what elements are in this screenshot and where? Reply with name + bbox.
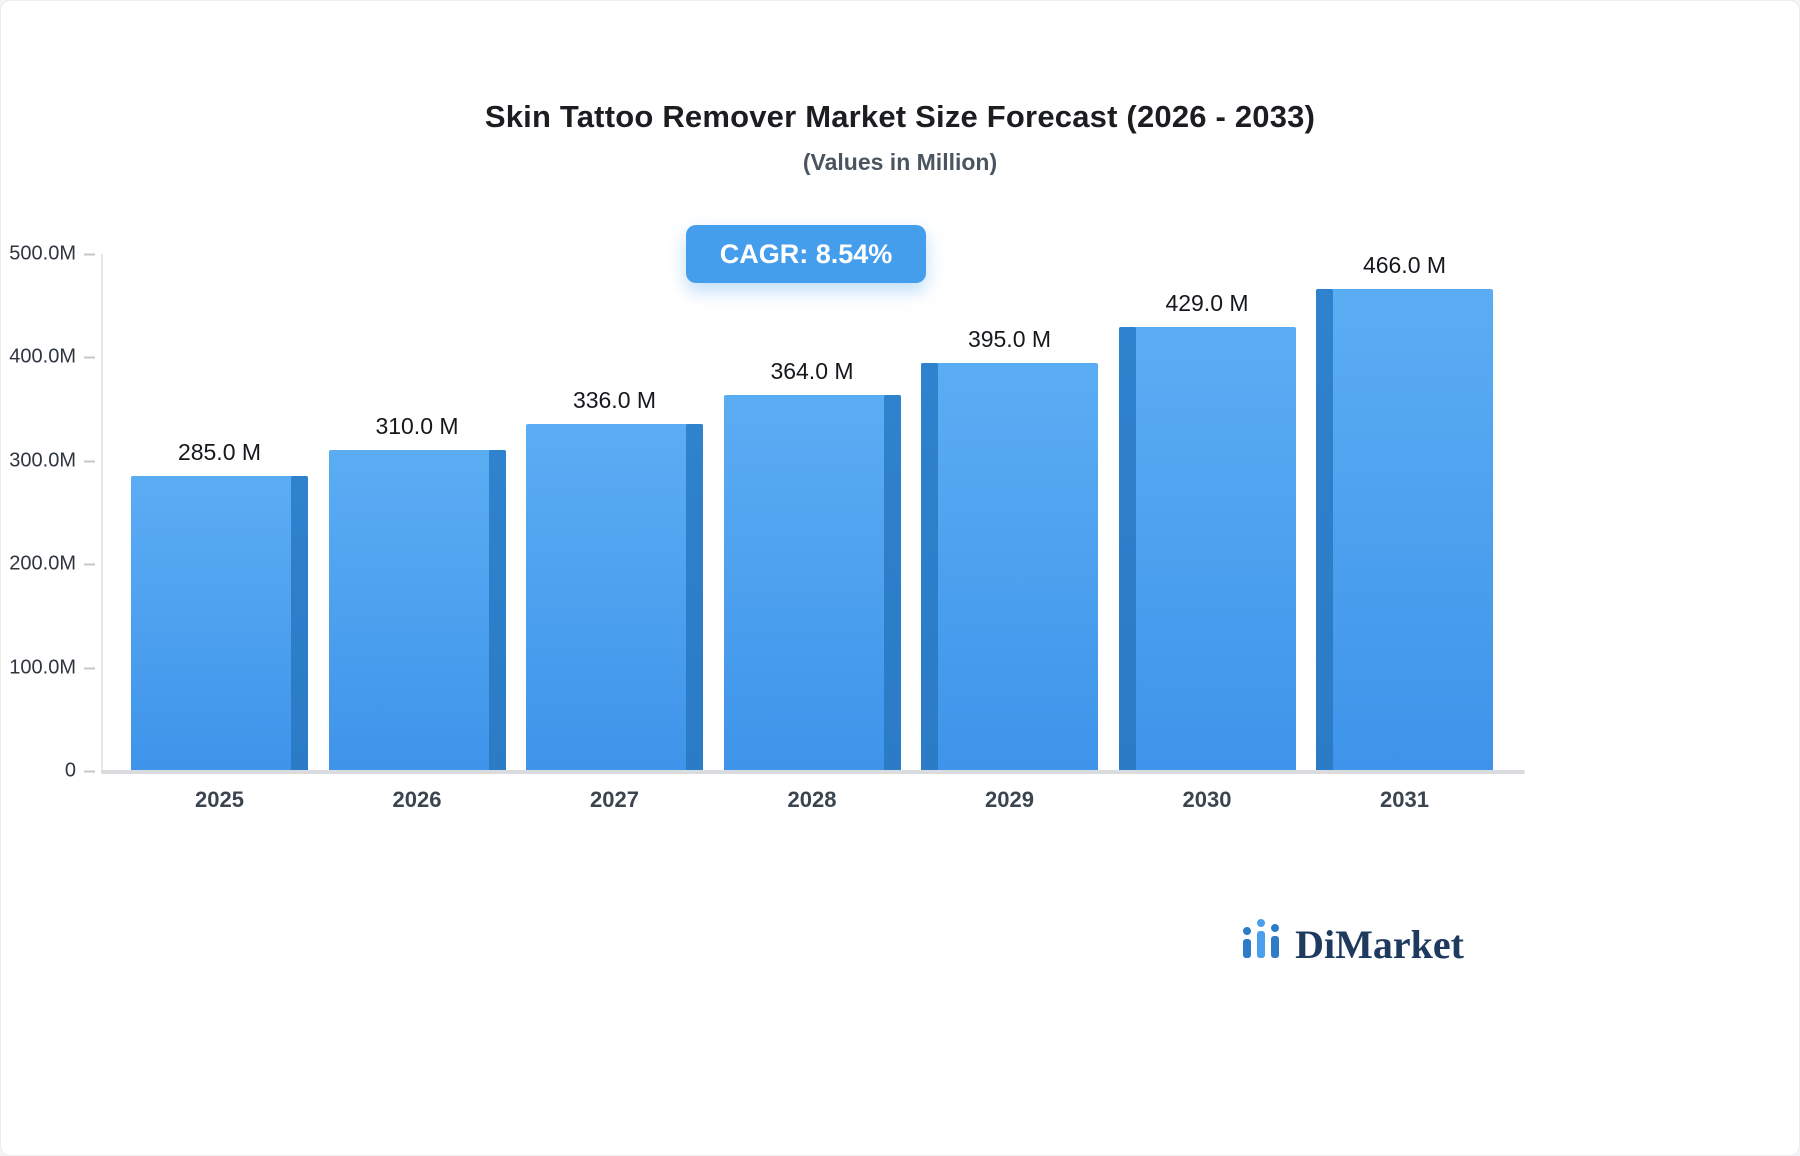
cagr-badge-label: CAGR: 8.54% bbox=[719, 238, 893, 269]
y-tick-label: 400.0M bbox=[9, 345, 76, 368]
bar-value-label: 364.0 M bbox=[770, 358, 854, 384]
x-tick-label: 2030 bbox=[1182, 787, 1232, 812]
bar-group: 466.0 M 2031 bbox=[1316, 252, 1493, 812]
y-tick-label: 500.0M bbox=[9, 242, 76, 265]
bar-group: 285.0 M 2025 bbox=[131, 439, 308, 812]
bar-group: 336.0 M 2027 bbox=[526, 387, 703, 812]
x-tick-label: 2026 bbox=[392, 787, 442, 812]
y-tick-dash bbox=[84, 253, 95, 255]
x-tick-label: 2029 bbox=[985, 787, 1034, 812]
y-axis-tick: 300.0M bbox=[9, 450, 95, 473]
bar bbox=[1118, 327, 1296, 771]
bar-value-label: 336.0 M bbox=[572, 387, 657, 413]
bar-group: 395.0 M 2029 bbox=[921, 326, 1098, 812]
y-tick-dash bbox=[84, 460, 95, 462]
bar bbox=[328, 450, 506, 771]
y-tick-label: 200.0M bbox=[9, 552, 76, 575]
bar bbox=[921, 363, 1098, 771]
y-axis-tick: 500.0M bbox=[9, 243, 95, 266]
brand-logo-text: DiMarket bbox=[1295, 922, 1464, 967]
bar-value-label: 395.0 M bbox=[967, 326, 1052, 352]
bar-group: 429.0 M 2030 bbox=[1118, 290, 1296, 812]
bar bbox=[723, 395, 901, 771]
y-tick-dash bbox=[84, 667, 95, 669]
x-tick-label: 2028 bbox=[787, 787, 837, 812]
y-tick-label: 300.0M bbox=[9, 449, 76, 472]
bar-chart-icon bbox=[1239, 918, 1283, 965]
page-title: Skin Tattoo Remover Market Size Forecast… bbox=[484, 99, 1316, 134]
brand-logo: DiMarket bbox=[1239, 918, 1464, 965]
bar-group: 310.0 M 2026 bbox=[328, 413, 506, 812]
y-tick-dash bbox=[84, 563, 95, 565]
bar bbox=[526, 424, 703, 771]
plot-area: 285.0 M 2025 310.0 M 2026 336.0 M 2027 3… bbox=[9, 243, 1525, 812]
bar bbox=[131, 476, 308, 771]
x-tick-label: 2027 bbox=[590, 787, 639, 812]
bar-value-label: 466.0 M bbox=[1362, 252, 1447, 278]
y-axis-tick: 400.0M bbox=[9, 346, 95, 369]
x-tick-label: 2031 bbox=[1380, 787, 1429, 812]
y-axis-tick: 200.0M bbox=[9, 553, 95, 576]
x-tick-label: 2025 bbox=[195, 787, 244, 812]
bar-group: 364.0 M 2028 bbox=[723, 358, 901, 812]
bar bbox=[1316, 289, 1493, 771]
bar-value-label: 285.0 M bbox=[177, 439, 262, 465]
page-subtitle: (Values in Million) bbox=[802, 149, 998, 175]
bars: 285.0 M 2025 310.0 M 2026 336.0 M 2027 3… bbox=[103, 252, 1521, 812]
y-tick-label: 0 bbox=[64, 759, 76, 782]
y-tick-dash bbox=[84, 356, 95, 358]
bar-value-label: 310.0 M bbox=[375, 413, 459, 439]
bar-value-label: 429.0 M bbox=[1165, 290, 1249, 316]
y-tick-label: 100.0M bbox=[9, 656, 76, 679]
y-axis-tick: 0 bbox=[65, 760, 95, 783]
y-axis-tick: 100.0M bbox=[9, 657, 95, 680]
y-tick-dash bbox=[84, 770, 95, 772]
cagr-badge: CAGR: 8.54% bbox=[686, 225, 926, 283]
